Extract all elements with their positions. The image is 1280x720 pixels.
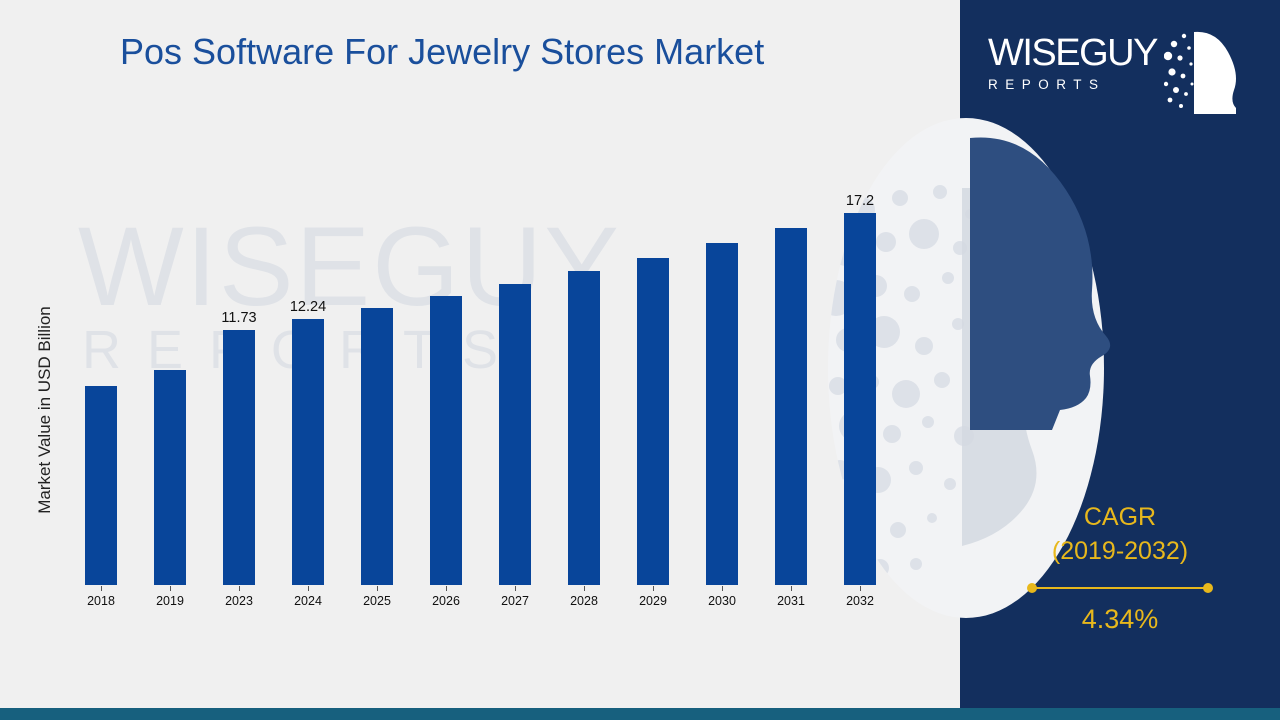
bar-2026 (430, 296, 462, 585)
bar-2025 (361, 308, 393, 585)
cagr-value: 4.34% (1081, 604, 1159, 634)
x-tick-2027 (515, 586, 516, 591)
cagr-divider (1027, 582, 1213, 594)
divider-dot-right (1203, 583, 1213, 593)
x-axis-label-2019: 2019 (156, 594, 184, 608)
x-tick-2024 (308, 586, 309, 591)
x-tick-2029 (653, 586, 654, 591)
cagr-range: (2019-2032) (1051, 537, 1189, 565)
x-axis-label-2026: 2026 (432, 594, 460, 608)
x-axis-label-2031: 2031 (777, 594, 805, 608)
bar-2031 (775, 228, 807, 585)
chart-area: WISEGUY REPORTS Market Value in USD Bill… (35, 193, 876, 608)
divider-line (1033, 587, 1207, 589)
x-axis-label-2025: 2025 (363, 594, 391, 608)
x-tick-2030 (722, 586, 723, 591)
bar-2019 (154, 370, 186, 585)
bar-2029 (637, 258, 669, 585)
bar-2027 (499, 284, 531, 585)
bar-plot: 2018 2019 11.73 2023 12.24 2024 2025 2026 2027 20… (85, 193, 876, 608)
x-tick-2032 (860, 586, 861, 591)
logo-secondary-text: REPORTS (988, 77, 1106, 92)
page-title: Pos Software For Jewelry Stores Market (120, 31, 765, 72)
bar-value-label-2024: 12.24 (289, 299, 327, 315)
x-axis-label-2023: 2023 (225, 594, 253, 608)
wiseguy-reports-logo: WISEGUY REPORTS (988, 31, 1236, 114)
head-silhouette-icon (970, 137, 1111, 430)
logo-head-dots-icon (1164, 31, 1236, 114)
x-tick-2025 (377, 586, 378, 591)
bar-2032 (844, 213, 876, 585)
x-axis-label-2018: 2018 (87, 594, 115, 608)
x-axis-label-2032: 2032 (846, 594, 874, 608)
bar-2024 (292, 319, 324, 585)
x-tick-2026 (446, 586, 447, 591)
x-axis-label-2028: 2028 (570, 594, 598, 608)
x-tick-2023 (239, 586, 240, 591)
bar-2028 (568, 271, 600, 585)
logo-primary-text: WISEGUY (988, 32, 1158, 74)
x-tick-2018 (101, 586, 102, 591)
x-axis-label-2029: 2029 (639, 594, 667, 608)
divider-dot-left (1027, 583, 1037, 593)
bottom-accent-strip (0, 708, 1280, 720)
x-axis-label-2024: 2024 (294, 594, 322, 608)
bar-2023 (223, 330, 255, 585)
x-tick-2019 (170, 586, 171, 591)
cagr-block: CAGR (2019-2032) 4.34% (960, 500, 1280, 636)
bar-value-label-2023: 11.73 (221, 310, 257, 326)
x-tick-2031 (791, 586, 792, 591)
x-axis-label-2027: 2027 (501, 594, 529, 608)
bar-2018 (85, 386, 117, 585)
cagr-label: CAGR (1083, 503, 1157, 531)
x-tick-2028 (584, 586, 585, 591)
bar-2030 (706, 243, 738, 585)
x-axis-label-2030: 2030 (708, 594, 736, 608)
bar-value-label-2032: 17.2 (845, 193, 875, 209)
